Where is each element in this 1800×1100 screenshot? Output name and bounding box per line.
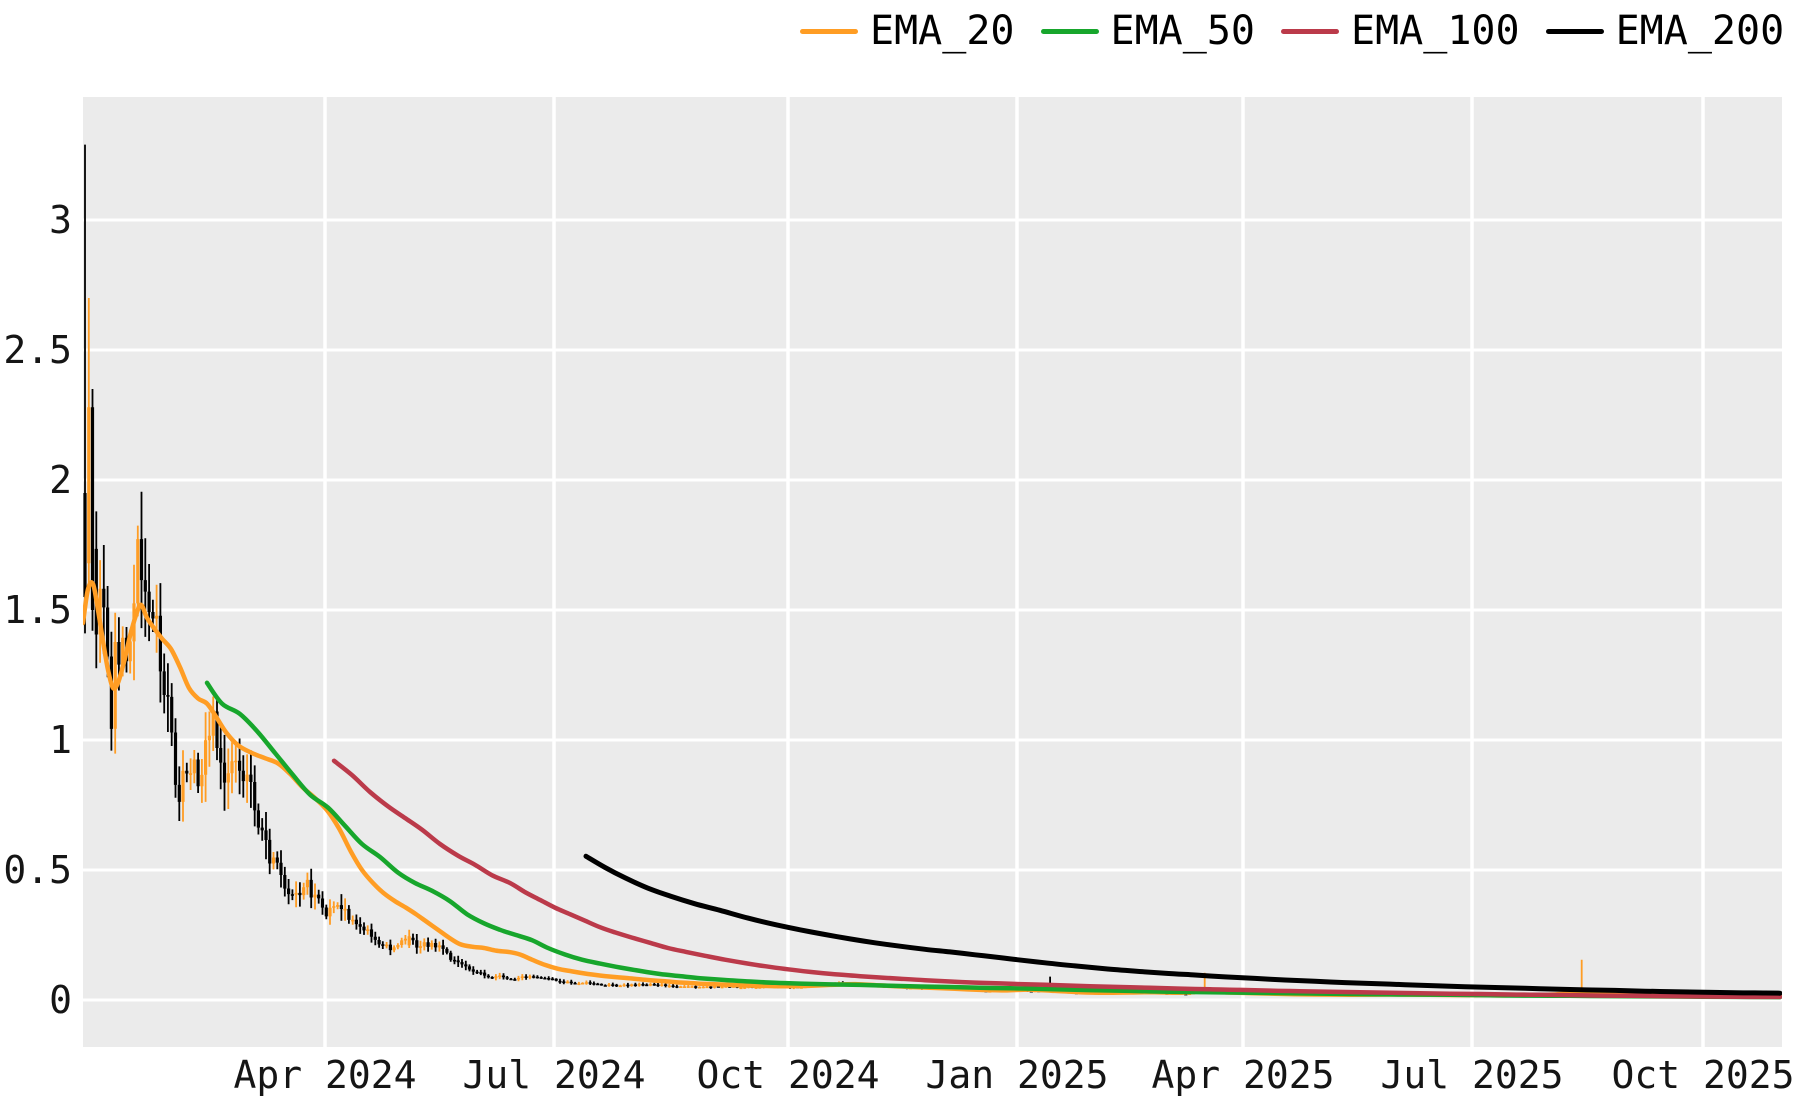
legend-label-ema20: EMA_20 (870, 8, 1015, 54)
legend-label-ema50: EMA_50 (1110, 8, 1256, 54)
y-axis-tick-labels: 0 0.5 1 1.5 2 2.5 3 (3, 198, 72, 1022)
x-tick-label: Apr 2024 (233, 1053, 416, 1097)
ema20-line-swatch (800, 28, 858, 34)
y-tick-label: 0 (49, 978, 72, 1022)
y-tick-label: 0.5 (3, 848, 72, 892)
ema100-line-swatch (1281, 28, 1339, 34)
plot-background (83, 97, 1782, 1047)
y-tick-label: 2 (49, 458, 72, 502)
x-tick-label: Jul 2025 (1380, 1053, 1563, 1097)
y-tick-label: 1.5 (3, 588, 72, 632)
y-tick-label: 2.5 (3, 328, 72, 372)
ema-line-ema_200 (583, 853, 1782, 996)
legend-label-ema100: EMA_100 (1351, 8, 1520, 54)
x-tick-label: Oct 2025 (1611, 1053, 1794, 1097)
ema-line-ema_100 (331, 758, 1782, 1000)
gridlines-layer (83, 97, 1782, 1047)
y-tick-label: 1 (49, 718, 72, 762)
legend-item-ema200: EMA_200 (1545, 8, 1785, 54)
x-axis-tick-labels: Apr 2024 Jul 2024 Oct 2024 Jan 2025 Apr 2025… (233, 1053, 1794, 1097)
y-tick-label: 3 (49, 198, 72, 242)
legend-label-ema200: EMA_200 (1615, 8, 1785, 54)
ema50-line-swatch (1040, 28, 1099, 34)
x-tick-label: Oct 2024 (696, 1053, 879, 1097)
chart-legend: EMA_20 EMA_50 EMA_100 EMA_200 (800, 8, 1784, 54)
legend-item-ema100: EMA_100 (1281, 8, 1520, 54)
legend-item-ema20: EMA_20 (800, 8, 1015, 54)
x-tick-label: Jan 2025 (925, 1053, 1108, 1097)
x-tick-label: Jul 2024 (462, 1053, 645, 1097)
ema-lines-layer (83, 580, 1782, 1000)
ema200-line-swatch (1545, 28, 1604, 34)
legend-item-ema50: EMA_50 (1040, 8, 1256, 54)
x-tick-label: Apr 2025 (1151, 1053, 1334, 1097)
